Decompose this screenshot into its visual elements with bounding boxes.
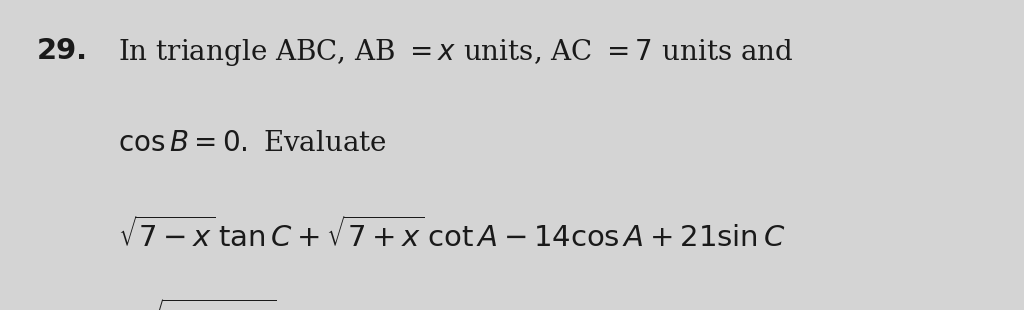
Text: $\mathbf{29.}$: $\mathbf{29.}$ bbox=[36, 37, 86, 65]
Text: $+\sqrt{49+x^2}\cos B.$: $+\sqrt{49+x^2}\cos B.$ bbox=[118, 301, 356, 310]
Text: $\cos B = 0.$ Evaluate: $\cos B = 0.$ Evaluate bbox=[118, 130, 387, 157]
Text: $\sqrt{7-x}\,\tan C + \sqrt{7+x}\,\cot A - 14\cos A + 21\sin C$: $\sqrt{7-x}\,\tan C + \sqrt{7+x}\,\cot A… bbox=[118, 217, 785, 253]
Text: In triangle ABC, AB $= x$ units, AC $= 7$ units and: In triangle ABC, AB $= x$ units, AC $= 7… bbox=[118, 37, 794, 68]
